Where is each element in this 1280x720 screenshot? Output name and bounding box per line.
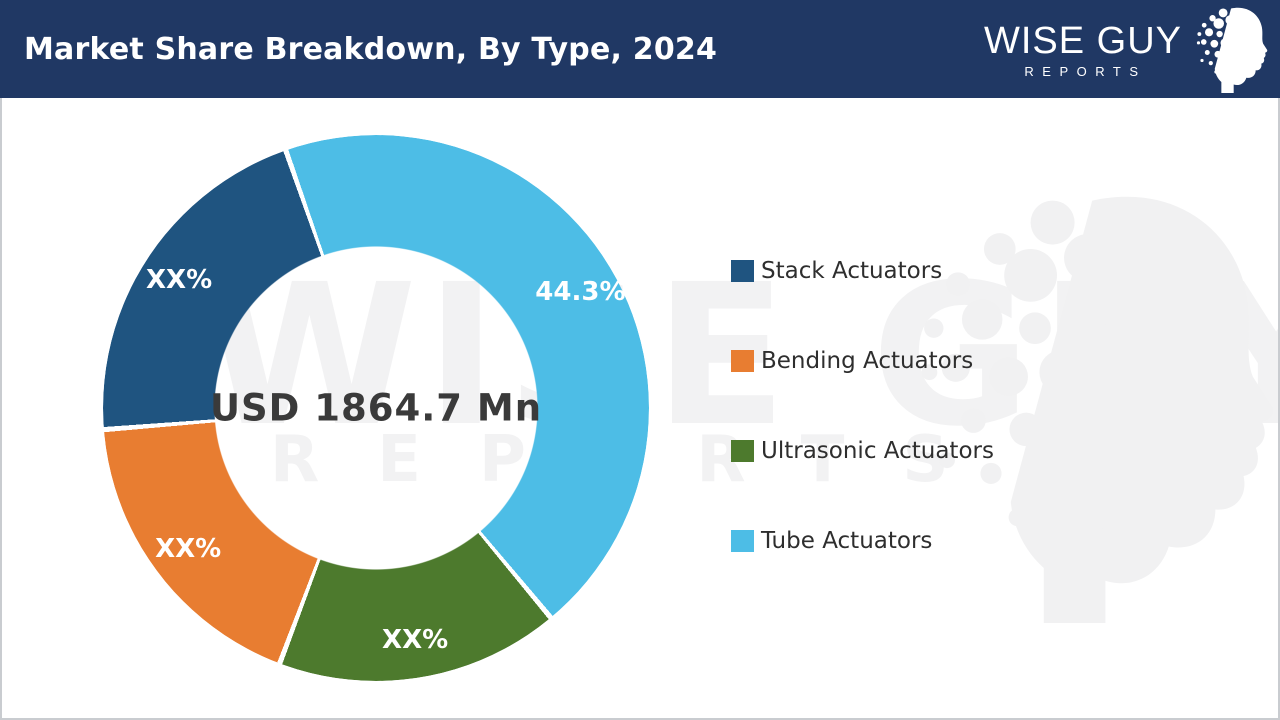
legend-label: Tube Actuators xyxy=(761,528,933,554)
legend-item-ultrasonic-actuators: Ultrasonic Actuators xyxy=(731,438,994,464)
legend-label: Ultrasonic Actuators xyxy=(761,438,994,464)
legend-item-stack-actuators: Stack Actuators xyxy=(731,258,942,284)
legend-label: Stack Actuators xyxy=(761,258,943,284)
watermark-head-icon xyxy=(837,183,1277,623)
wiseguy-head-icon xyxy=(1178,5,1270,93)
legend-item-tube-actuators: Tube Actuators xyxy=(731,528,932,554)
header-bar: Market Share Breakdown, By Type, 2024 WI… xyxy=(0,0,1280,98)
donut-chart xyxy=(103,135,649,681)
slice-label-bending-actuators: XX% xyxy=(155,534,222,565)
logo-subtitle: REPORTS xyxy=(1024,63,1147,79)
legend-swatch xyxy=(731,440,754,462)
chart-center-value: USD 1864.7 Mn xyxy=(209,386,543,430)
slice-label-ultrasonic-actuators: XX% xyxy=(382,624,449,655)
legend-swatch xyxy=(731,260,754,282)
logo-wordmark: WISE GUY xyxy=(983,19,1182,62)
legend-swatch xyxy=(731,350,754,372)
chart-canvas: WISE GUY REPORTS USD 1864.7 Mn 44.3%XX%X… xyxy=(0,98,1280,720)
slice-label-stack-actuators: XX% xyxy=(146,264,213,295)
wiseguy-logo-text: WISE GUY REPORTS xyxy=(984,20,1182,79)
slice-label-tube-actuators: 44.3% xyxy=(535,277,626,308)
legend-item-bending-actuators: Bending Actuators xyxy=(731,348,973,374)
wiseguy-logo: WISE GUY REPORTS xyxy=(984,5,1270,93)
legend-label: Bending Actuators xyxy=(761,348,974,374)
figure-title: Market Share Breakdown, By Type, 2024 xyxy=(24,31,718,67)
legend-swatch xyxy=(731,530,754,552)
